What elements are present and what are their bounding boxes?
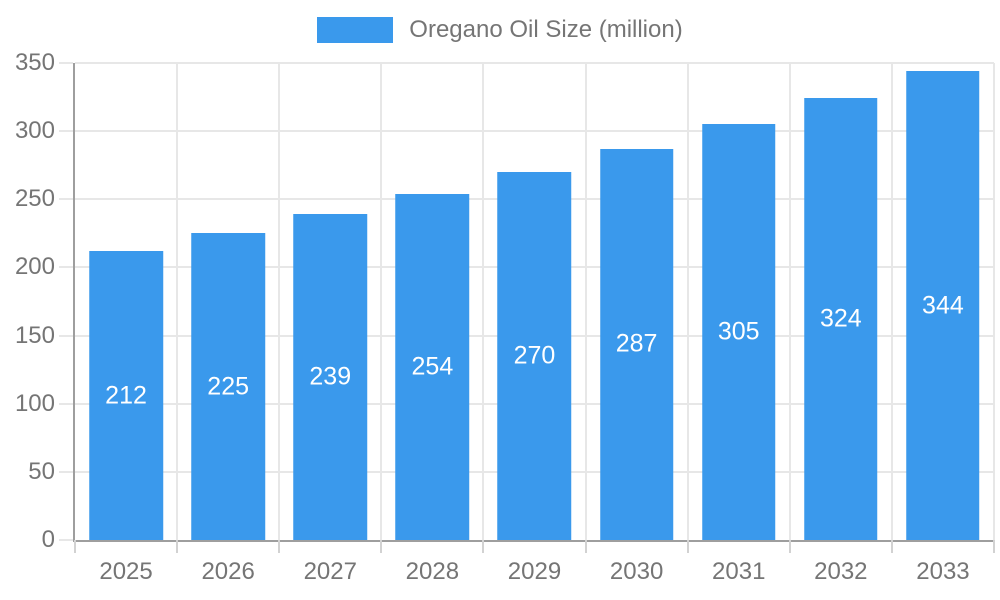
y-axis-tick-label: 0	[41, 526, 55, 553]
y-axis-tick-label: 350	[14, 49, 55, 76]
x-axis-tick	[993, 540, 995, 553]
x-axis-tick	[584, 540, 587, 553]
bar-cell: 305	[688, 63, 790, 540]
bar-cell: 212	[75, 63, 177, 540]
bar-value-label: 225	[207, 372, 250, 401]
plot-area: 212 225 239 254 270 287 305 324 344	[59, 62, 995, 553]
y-axis-tick	[59, 470, 73, 473]
x-axis-tick-label: 2028	[405, 558, 460, 585]
x-axis-tick	[380, 540, 383, 553]
y-axis-tick-label: 300	[14, 117, 55, 145]
y-axis-tick	[59, 198, 73, 201]
x-axis-tick-label: 2026	[201, 558, 255, 585]
x-axis-tick	[686, 540, 689, 553]
bar: 344	[906, 71, 980, 540]
bar-cell: 254	[381, 63, 483, 540]
bar-value-label: 305	[717, 317, 760, 346]
y-axis-tick	[59, 130, 73, 133]
x-axis-tick	[278, 540, 281, 553]
gridline-vertical	[584, 63, 587, 540]
y-axis-tick-label: 250	[14, 185, 55, 213]
x-axis-labels: 2025 2026 2027 2028 2029 2030 2031 2032 2033	[75, 557, 994, 591]
y-axis-tick	[59, 62, 73, 64]
gridline-vertical	[890, 63, 893, 540]
x-axis-tick	[74, 540, 76, 553]
bar: 239	[293, 214, 368, 540]
gridline-vertical	[482, 63, 485, 540]
gridline-vertical	[686, 63, 689, 540]
x-axis-tick	[176, 540, 179, 553]
bar-value-label: 270	[513, 341, 556, 370]
y-axis-tick	[59, 334, 73, 337]
gridline-vertical	[788, 63, 791, 540]
x-axis-tick	[482, 540, 485, 553]
y-axis-tick-label: 150	[14, 321, 55, 349]
bar: 305	[701, 124, 776, 540]
gridline-vertical	[993, 63, 995, 540]
bar-value-label: 324	[819, 304, 862, 333]
gridline-vertical	[278, 63, 281, 540]
bar-cell: 344	[892, 63, 994, 540]
gridline-vertical	[380, 63, 383, 540]
y-axis-tick	[59, 266, 73, 269]
bar-value-label: 287	[615, 329, 658, 358]
legend-swatch	[317, 17, 394, 43]
y-axis-tick-label: 100	[14, 389, 55, 417]
y-axis-tick-label: 50	[28, 457, 55, 485]
y-axis-tick	[59, 402, 73, 405]
bar: 254	[395, 193, 470, 540]
bar-cell: 270	[483, 63, 585, 540]
gridline-horizontal	[75, 62, 994, 64]
bar-value-label: 212	[105, 381, 147, 410]
y-axis-tick-label: 200	[14, 253, 55, 281]
bar: 270	[497, 172, 572, 540]
gridline-vertical	[176, 63, 179, 540]
legend-label: Oregano Oil Size (million)	[409, 16, 683, 43]
bar-cell: 239	[279, 63, 381, 540]
bar: 287	[599, 148, 674, 540]
bar-value-label: 254	[411, 352, 454, 381]
x-axis-tick	[890, 540, 893, 553]
x-axis-tick-label: 2027	[303, 558, 357, 585]
bar: 212	[89, 251, 163, 540]
x-axis-tick	[788, 540, 791, 553]
legend: Oregano Oil Size (million)	[0, 15, 1000, 45]
x-axis-tick-label: 2031	[712, 558, 766, 585]
bar-cell: 287	[586, 63, 688, 540]
bar: 225	[191, 233, 265, 540]
gridline-horizontal	[75, 130, 994, 133]
bar-cell: 225	[177, 63, 279, 540]
bar-value-label: 344	[922, 291, 964, 320]
x-axis-tick-label: 2032	[814, 558, 868, 585]
x-axis-tick-label: 2030	[609, 558, 664, 585]
x-axis-tick-label: 2033	[916, 558, 970, 585]
y-axis-tick	[59, 539, 73, 541]
y-axis-labels: 0 50 100 150 200 250 300 350	[0, 49, 55, 553]
x-axis-tick-label: 2025	[99, 558, 153, 585]
bar-cell: 324	[790, 63, 892, 540]
bar-value-label: 239	[309, 362, 352, 391]
x-axis-tick-label: 2029	[507, 558, 562, 585]
bar: 324	[804, 98, 878, 540]
